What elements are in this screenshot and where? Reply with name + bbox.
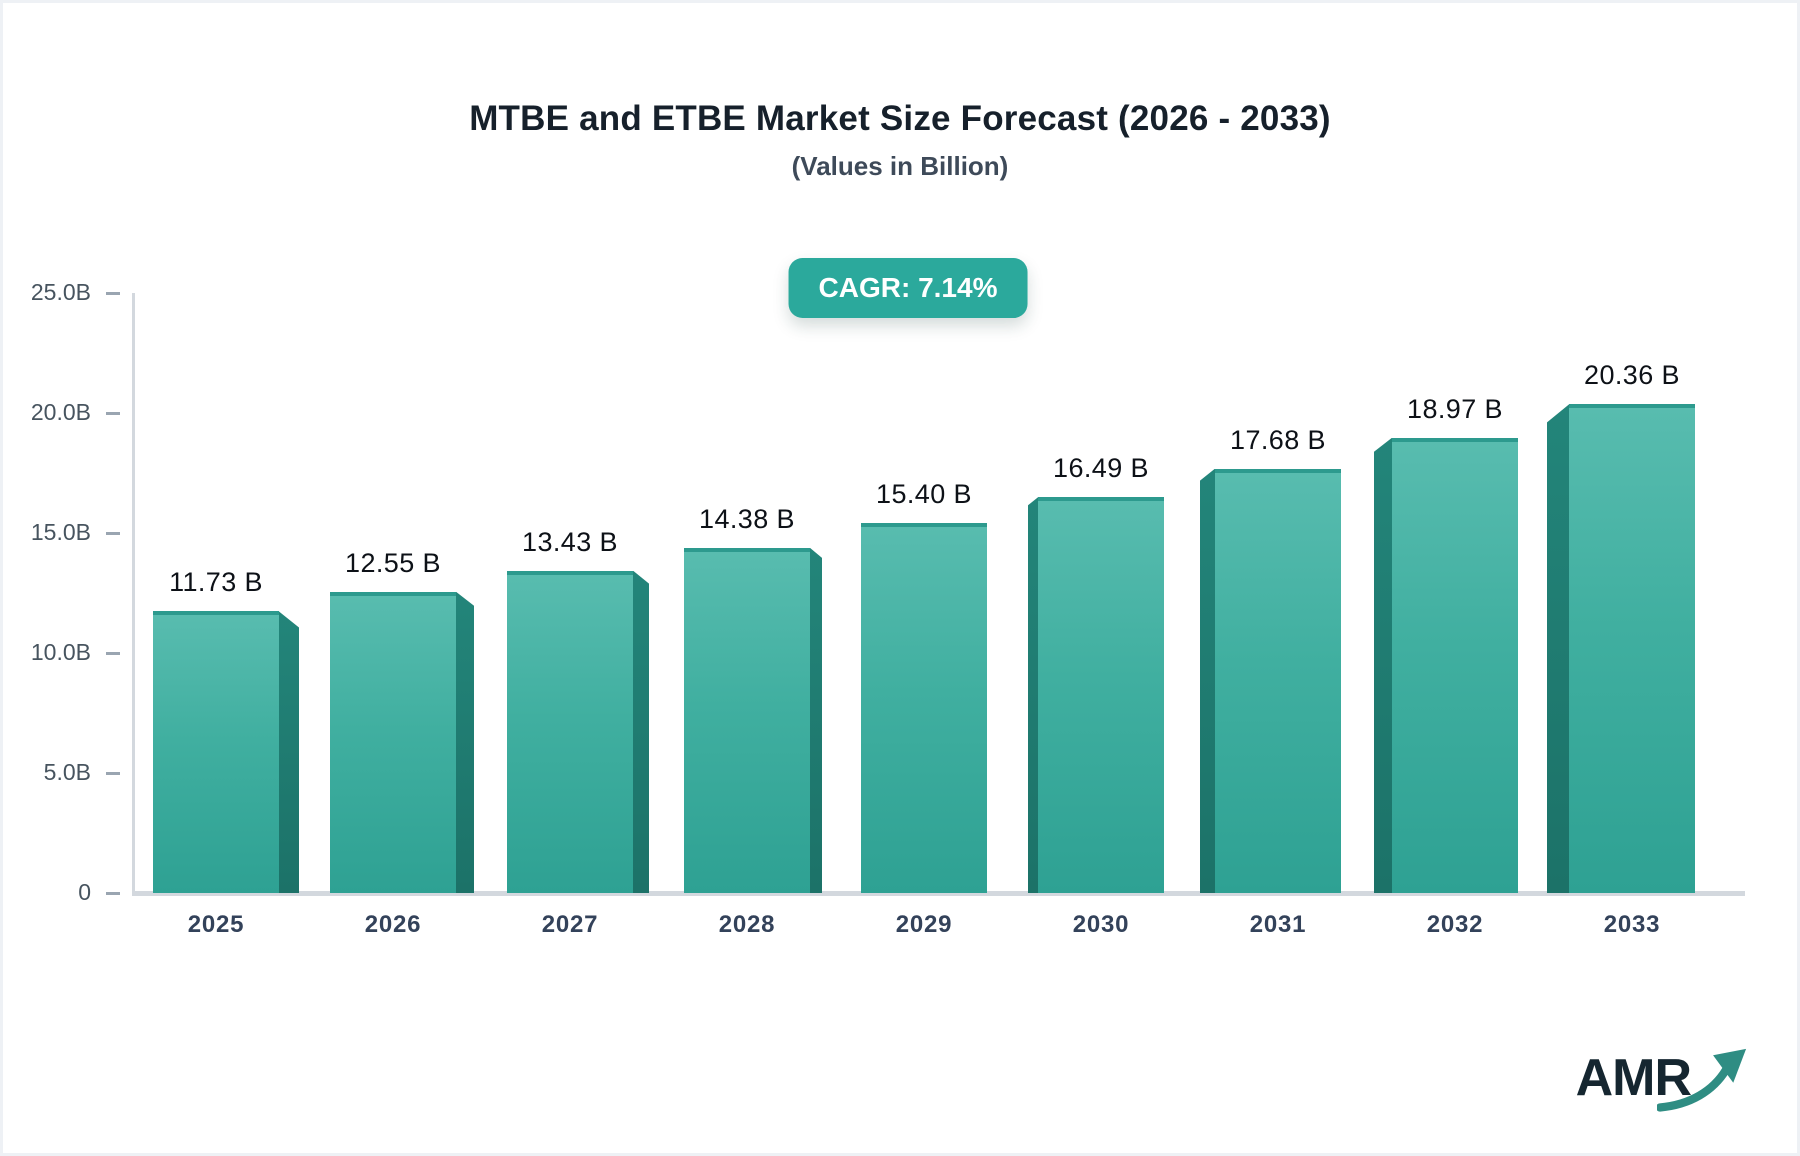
chart-subtitle: (Values in Billion) [791, 151, 1009, 181]
bar-2025 [153, 611, 279, 893]
bar-value-label: 18.97 B [1407, 393, 1503, 424]
x-axis-label: 2030 [1072, 911, 1130, 938]
bar-side-face [1028, 497, 1038, 893]
x-axis-label: 2031 [1249, 911, 1307, 938]
y-axis-tick-label: 5.0B [43, 759, 91, 785]
bar-value-label: 14.38 B [699, 503, 795, 534]
bar-side-face [1200, 468, 1215, 893]
x-axis-label: 2032 [1426, 911, 1484, 938]
plot-area: 25.0B 20.0B 15.0B 10.0B 5.0B 0 11.73 B 2025 12.5… [3, 3, 1797, 1153]
x-axis-label: 2025 [187, 911, 245, 938]
bar-side-face [456, 591, 474, 893]
y-axis-line [132, 293, 135, 896]
trend-up-arrow-icon [1657, 1048, 1747, 1112]
y-axis-tick-label: 0 [78, 879, 91, 905]
y-axis-tick-mark [106, 292, 120, 295]
bar-2033 [1569, 404, 1695, 893]
bar-2029 [861, 523, 987, 893]
y-axis-tick-mark [106, 532, 120, 535]
bar-side-face [1374, 437, 1392, 893]
bar-2028 [684, 547, 810, 893]
bar-side-face [810, 547, 822, 893]
bar-side-face [633, 570, 649, 893]
bar-value-label: 20.36 B [1584, 360, 1680, 391]
y-axis-tick-label: 25.0B [30, 279, 91, 305]
bar-2032 [1392, 437, 1518, 893]
x-axis-label: 2026 [364, 911, 422, 938]
y-axis-tick-mark [106, 412, 120, 415]
y-axis-tick-mark [106, 652, 120, 655]
x-axis-label: 2027 [541, 911, 599, 938]
chart-title: MTBE and ETBE Market Size Forecast (2026… [469, 99, 1331, 138]
x-axis-label: 2033 [1603, 911, 1661, 938]
bar-2030 [1038, 497, 1164, 893]
y-axis-tick-label: 10.0B [30, 639, 91, 665]
bar-value-label: 12.55 B [345, 547, 441, 578]
y-axis-tick-mark [106, 772, 120, 775]
bar-2031 [1215, 468, 1341, 893]
bar-value-label: 15.40 B [876, 479, 972, 510]
cagr-badge: CAGR: 7.14% [788, 258, 1028, 318]
y-axis-tick-mark [106, 892, 120, 895]
x-axis-baseline [132, 891, 1745, 896]
x-axis-label: 2028 [718, 911, 776, 938]
bar-value-label: 16.49 B [1053, 453, 1149, 484]
bar-side-face [279, 611, 299, 893]
bar-2027 [507, 570, 633, 893]
bar-value-label: 13.43 B [522, 526, 618, 557]
bar-value-label: 17.68 B [1230, 424, 1326, 455]
y-axis-tick-label: 20.0B [30, 399, 91, 425]
bar-2026 [330, 591, 456, 893]
amr-logo: AMR [1575, 1045, 1749, 1112]
bar-value-label: 11.73 B [169, 567, 263, 598]
cagr-badge-label: CAGR: 7.14% [818, 272, 998, 303]
y-axis-tick-label: 15.0B [30, 519, 91, 545]
amr-logo-text: AMR [1575, 1049, 1692, 1107]
x-axis-label: 2029 [895, 911, 953, 938]
bar-side-face [1547, 404, 1569, 893]
